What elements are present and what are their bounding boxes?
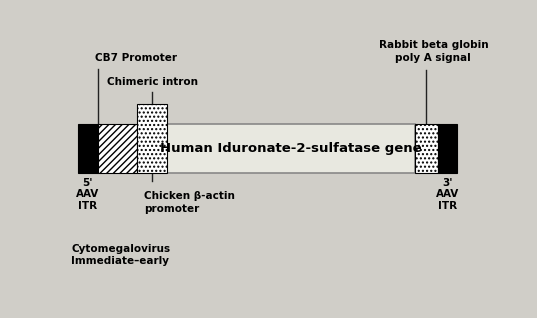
Bar (167, 124, 415, 173)
Bar (438, 124, 458, 173)
Text: Cytomegalovirus
Immediate–early: Cytomegalovirus Immediate–early (71, 244, 170, 266)
Text: 3'
AAV
ITR: 3' AAV ITR (436, 178, 459, 211)
Text: CB7 Promoter: CB7 Promoter (96, 53, 177, 63)
Bar (98, 124, 137, 173)
Bar (77, 124, 98, 173)
Text: Chicken β-actin
promoter: Chicken β-actin promoter (144, 191, 235, 214)
Text: Rabbit beta globin
poly A signal: Rabbit beta globin poly A signal (379, 40, 488, 63)
Bar (137, 104, 167, 173)
Bar (415, 124, 438, 173)
Text: Chimeric intron: Chimeric intron (106, 77, 198, 87)
Text: 5'
AAV
ITR: 5' AAV ITR (76, 178, 99, 211)
Text: Human Iduronate-2-sulfatase gene: Human Iduronate-2-sulfatase gene (160, 142, 422, 155)
